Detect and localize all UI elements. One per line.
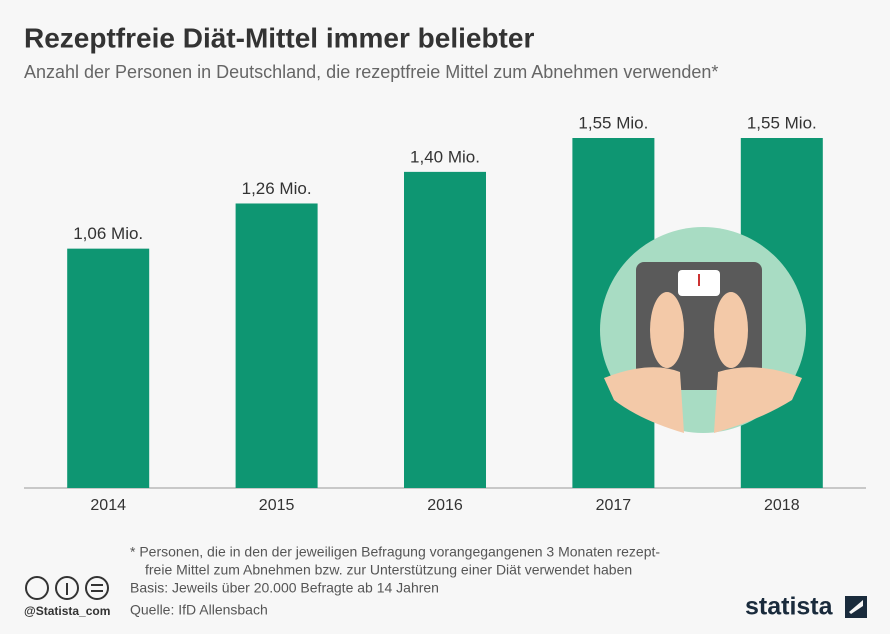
scale-illustration [600, 227, 806, 433]
note: Basis: Jeweils über 20.000 Befragte ab 1… [130, 580, 439, 596]
foot [650, 292, 684, 368]
x-tick-label: 2017 [596, 497, 632, 514]
brand: statista [745, 593, 834, 621]
credit: @Statista_com [24, 604, 110, 618]
x-tick-label: 2018 [764, 497, 800, 514]
value-label: 1,06 Mio. [73, 224, 143, 243]
x-tick-label: 2016 [427, 497, 463, 514]
bar [235, 203, 318, 488]
note: Quelle: IfD Allensbach [130, 602, 268, 618]
license-icons [25, 576, 109, 600]
foot [714, 292, 748, 368]
value-label: 1,55 Mio. [747, 113, 817, 132]
x-tick-label: 2014 [90, 497, 126, 514]
leg [714, 367, 802, 433]
leg [604, 367, 684, 433]
bar [67, 248, 150, 488]
chart-subtitle: Anzahl der Personen in Deutschland, die … [24, 62, 718, 82]
note: freie Mittel zum Abnehmen bzw. zur Unter… [145, 562, 632, 578]
brand-icon [845, 596, 867, 618]
value-label: 1,40 Mio. [410, 147, 480, 166]
value-label: 1,55 Mio. [578, 113, 648, 132]
bar [404, 171, 486, 488]
chart-title: Rezeptfreie Diät-Mittel immer beliebter [24, 22, 534, 53]
x-tick-label: 2015 [259, 497, 295, 514]
value-label: 1,26 Mio. [242, 179, 312, 198]
note: * Personen, die in den der jeweiligen Be… [130, 544, 660, 560]
